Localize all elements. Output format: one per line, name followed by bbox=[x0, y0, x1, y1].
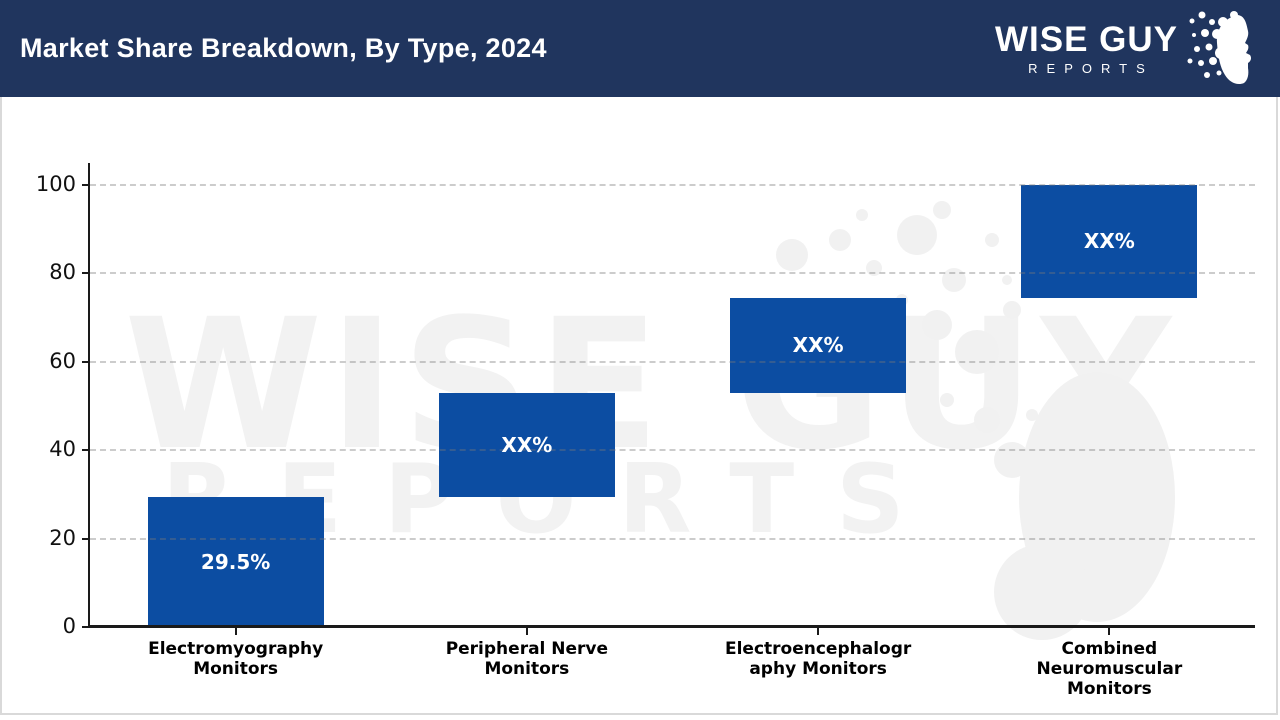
x-tick-mark bbox=[817, 627, 820, 635]
x-tick-mark bbox=[1108, 627, 1111, 635]
bar-segment bbox=[147, 496, 324, 627]
brand-logo: WISE GUY REPORTS bbox=[995, 7, 1266, 91]
bar-segment bbox=[438, 392, 615, 497]
y-axis-line bbox=[88, 163, 90, 627]
y-tick-mark bbox=[82, 626, 90, 628]
watermark-face-dots-icon bbox=[776, 201, 1175, 640]
x-tick-mark bbox=[234, 627, 237, 635]
y-tick-label: 100 bbox=[35, 172, 76, 196]
plot-region: 0 20 40 60 80 100 29.5% Electromyography Monito… bbox=[2, 97, 1276, 713]
bar-value-label: XX% bbox=[1083, 229, 1135, 254]
brand-face-dots-icon bbox=[1187, 10, 1252, 84]
x-category-label: Peripheral Nerve Monitors bbox=[445, 639, 609, 679]
x-tick-mark bbox=[525, 627, 528, 635]
y-tick-label: 60 bbox=[49, 348, 76, 373]
brand-subtitle: REPORTS bbox=[1028, 60, 1154, 76]
grid-line bbox=[90, 272, 1255, 275]
grid-line bbox=[90, 184, 1255, 186]
x-axis-line bbox=[90, 625, 1255, 628]
y-tick-mark bbox=[82, 184, 90, 186]
grid-line bbox=[90, 537, 1255, 540]
y-tick-label: 0 bbox=[62, 614, 76, 638]
bar-value-label: XX% bbox=[792, 333, 844, 358]
brand-name: WISE GUY bbox=[994, 19, 1178, 59]
y-tick-mark bbox=[82, 360, 90, 363]
x-category-label: Electroencephalogr aphy Monitors bbox=[724, 639, 912, 679]
grid-line bbox=[90, 449, 1255, 452]
y-tick-label: 20 bbox=[49, 525, 76, 550]
x-category-label: Combined Neuromuscular Monitors bbox=[1036, 639, 1183, 699]
y-tick-label: 40 bbox=[49, 437, 76, 462]
y-tick-mark bbox=[82, 537, 90, 540]
y-tick-label: 80 bbox=[49, 260, 76, 285]
bar-value-label: XX% bbox=[501, 432, 553, 457]
bar-value-label: 29.5% bbox=[200, 549, 271, 574]
grid-line bbox=[90, 360, 1255, 363]
bar-segment bbox=[730, 297, 907, 393]
y-tick-mark bbox=[82, 272, 90, 275]
x-category-label: Electromyography Monitors bbox=[148, 639, 324, 679]
chart-area: WISE GUY REPORTS 0 20 40 60 80 100 29.5% Electr… bbox=[0, 97, 1278, 715]
header-bar: Market Share Breakdown, By Type, 2024 WI… bbox=[0, 0, 1280, 97]
bar-segment bbox=[1021, 185, 1198, 298]
y-tick-mark bbox=[82, 449, 90, 452]
page-title: Market Share Breakdown, By Type, 2024 bbox=[20, 33, 547, 63]
brand-logo-text: WISE GUY REPORTS bbox=[994, 19, 1178, 76]
